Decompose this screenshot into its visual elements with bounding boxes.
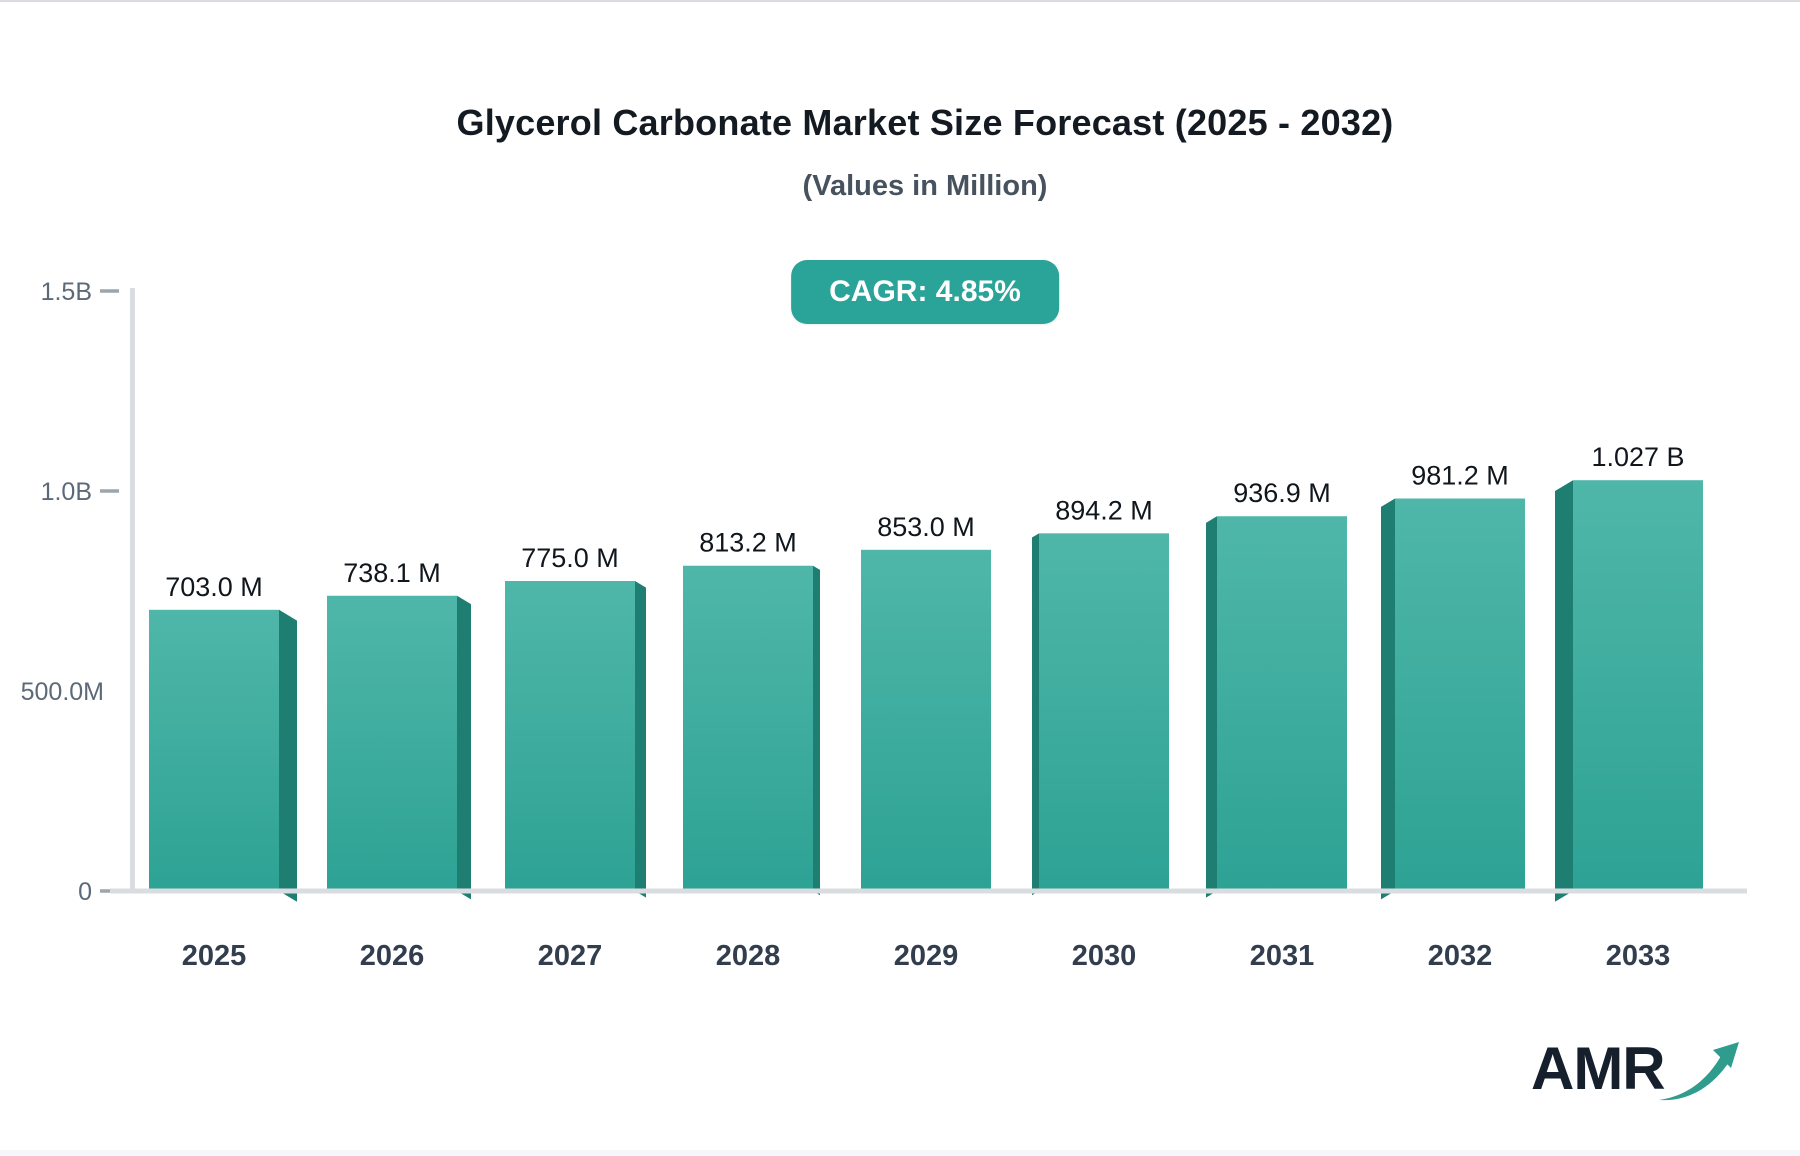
- bar-2025[interactable]: [149, 609, 279, 891]
- bar-value-label: 703.0 M: [165, 572, 263, 602]
- x-axis-label: 2027: [538, 940, 603, 972]
- y-axis-label: 1.5B: [41, 278, 92, 306]
- bar-2032[interactable]: [1395, 498, 1525, 891]
- bar-value-label: 813.2 M: [699, 528, 797, 558]
- x-axis-label: 2025: [182, 940, 247, 972]
- bar-side-face: [1032, 533, 1039, 896]
- y-axis-label: 0: [78, 878, 92, 906]
- bar-value-label: 1.027 B: [1591, 442, 1684, 472]
- chart-subtitle: (Values in Million): [802, 170, 1048, 202]
- x-axis-label: 2028: [716, 940, 781, 972]
- bar-value-label: 981.2 M: [1411, 461, 1509, 491]
- growth-arrow-swoosh: [1659, 1056, 1729, 1101]
- bar-side-face: [1206, 516, 1217, 898]
- x-axis-label: 2032: [1428, 940, 1493, 972]
- bar-2033[interactable]: [1573, 480, 1703, 891]
- bar-side-face: [813, 565, 820, 896]
- bar-value-label: 775.0 M: [521, 543, 619, 573]
- bar-2027[interactable]: [505, 581, 635, 891]
- x-axis-label: 2031: [1250, 940, 1315, 972]
- bar-side-face: [457, 595, 471, 900]
- bar-side-face: [1555, 480, 1573, 902]
- x-axis-label: 2033: [1606, 940, 1671, 972]
- x-axis-label: 2026: [360, 940, 425, 972]
- bar-value-label: 853.0 M: [877, 512, 975, 542]
- y-axis-label: 1.0B: [41, 478, 92, 506]
- bar-value-label: 894.2 M: [1055, 495, 1153, 525]
- growth-arrow-icon: [1659, 1042, 1739, 1101]
- bar-side-face: [1381, 498, 1395, 900]
- bar-side-face: [635, 581, 646, 898]
- y-axis-label: 500.0M: [21, 678, 104, 706]
- bar-value-label: 738.1 M: [343, 558, 441, 588]
- amr-logo: AMR: [1531, 1032, 1741, 1112]
- bar-2028[interactable]: [683, 565, 813, 891]
- bar-2030[interactable]: [1039, 533, 1169, 891]
- bar-2026[interactable]: [327, 595, 457, 891]
- amr-logo-text: AMR: [1531, 1035, 1666, 1102]
- cagr-badge: CAGR: 4.85%: [791, 260, 1059, 324]
- x-axis-label: 2030: [1072, 940, 1137, 972]
- bar-value-label: 936.9 M: [1233, 478, 1331, 508]
- bar-2031[interactable]: [1217, 516, 1347, 891]
- growth-arrow-head: [1713, 1042, 1739, 1068]
- bar-2029[interactable]: [861, 549, 991, 891]
- chart-title: Glycerol Carbonate Market Size Forecast …: [456, 102, 1394, 143]
- x-axis-label: 2029: [894, 940, 959, 972]
- bar-side-face: [279, 609, 297, 902]
